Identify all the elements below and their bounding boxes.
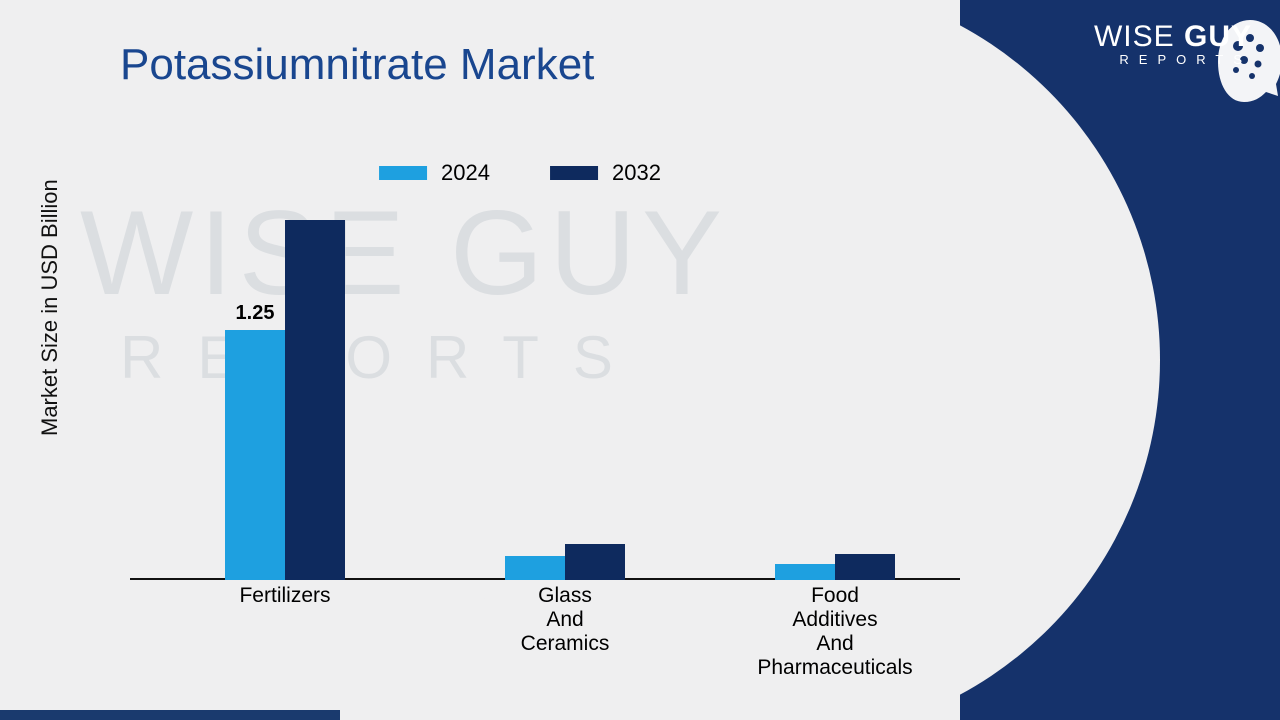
category-label: Fertilizers: [175, 580, 395, 608]
category-label: GlassAndCeramics: [455, 580, 675, 656]
page-root: WISE GUY REPORTS Potassiumnitrate Market…: [0, 0, 1280, 720]
legend-swatch-2032: [550, 166, 598, 180]
bar-group: GlassAndCeramics: [480, 544, 650, 580]
chart-title: Potassiumnitrate Market: [120, 40, 594, 90]
logo-line1: WISE GUY: [1094, 20, 1252, 54]
chart: Market Size in USD Billion 2024 2032 1.2…: [60, 150, 980, 670]
legend-item-2024: 2024: [379, 160, 490, 186]
category-label: FoodAdditivesAndPharmaceuticals: [725, 580, 945, 681]
logo-word-guy: GUY: [1184, 20, 1252, 53]
plot-area: 1.25Fertilizers GlassAndCeramics FoodAddit…: [130, 210, 960, 580]
bar: 1.25: [225, 330, 285, 580]
bar-group: FoodAdditivesAndPharmaceuticals: [750, 554, 920, 580]
logo-line2: REPORTS: [1094, 52, 1252, 67]
bottom-accent-bar: [0, 710, 340, 720]
bar: [835, 554, 895, 580]
legend: 2024 2032: [379, 160, 661, 186]
y-axis-label: Market Size in USD Billion: [37, 179, 63, 436]
legend-swatch-2024: [379, 166, 427, 180]
bar-group: 1.25Fertilizers: [200, 220, 370, 580]
bar: [565, 544, 625, 580]
bar: [775, 564, 835, 580]
bar: [285, 220, 345, 580]
logo-word-wise: WISE: [1094, 20, 1175, 53]
bar-value-label: 1.25: [236, 302, 275, 325]
legend-label-2024: 2024: [441, 160, 490, 186]
bar: [505, 556, 565, 580]
legend-label-2032: 2032: [612, 160, 661, 186]
brand-logo: WISE GUY REPORTS: [1094, 20, 1252, 67]
legend-item-2032: 2032: [550, 160, 661, 186]
